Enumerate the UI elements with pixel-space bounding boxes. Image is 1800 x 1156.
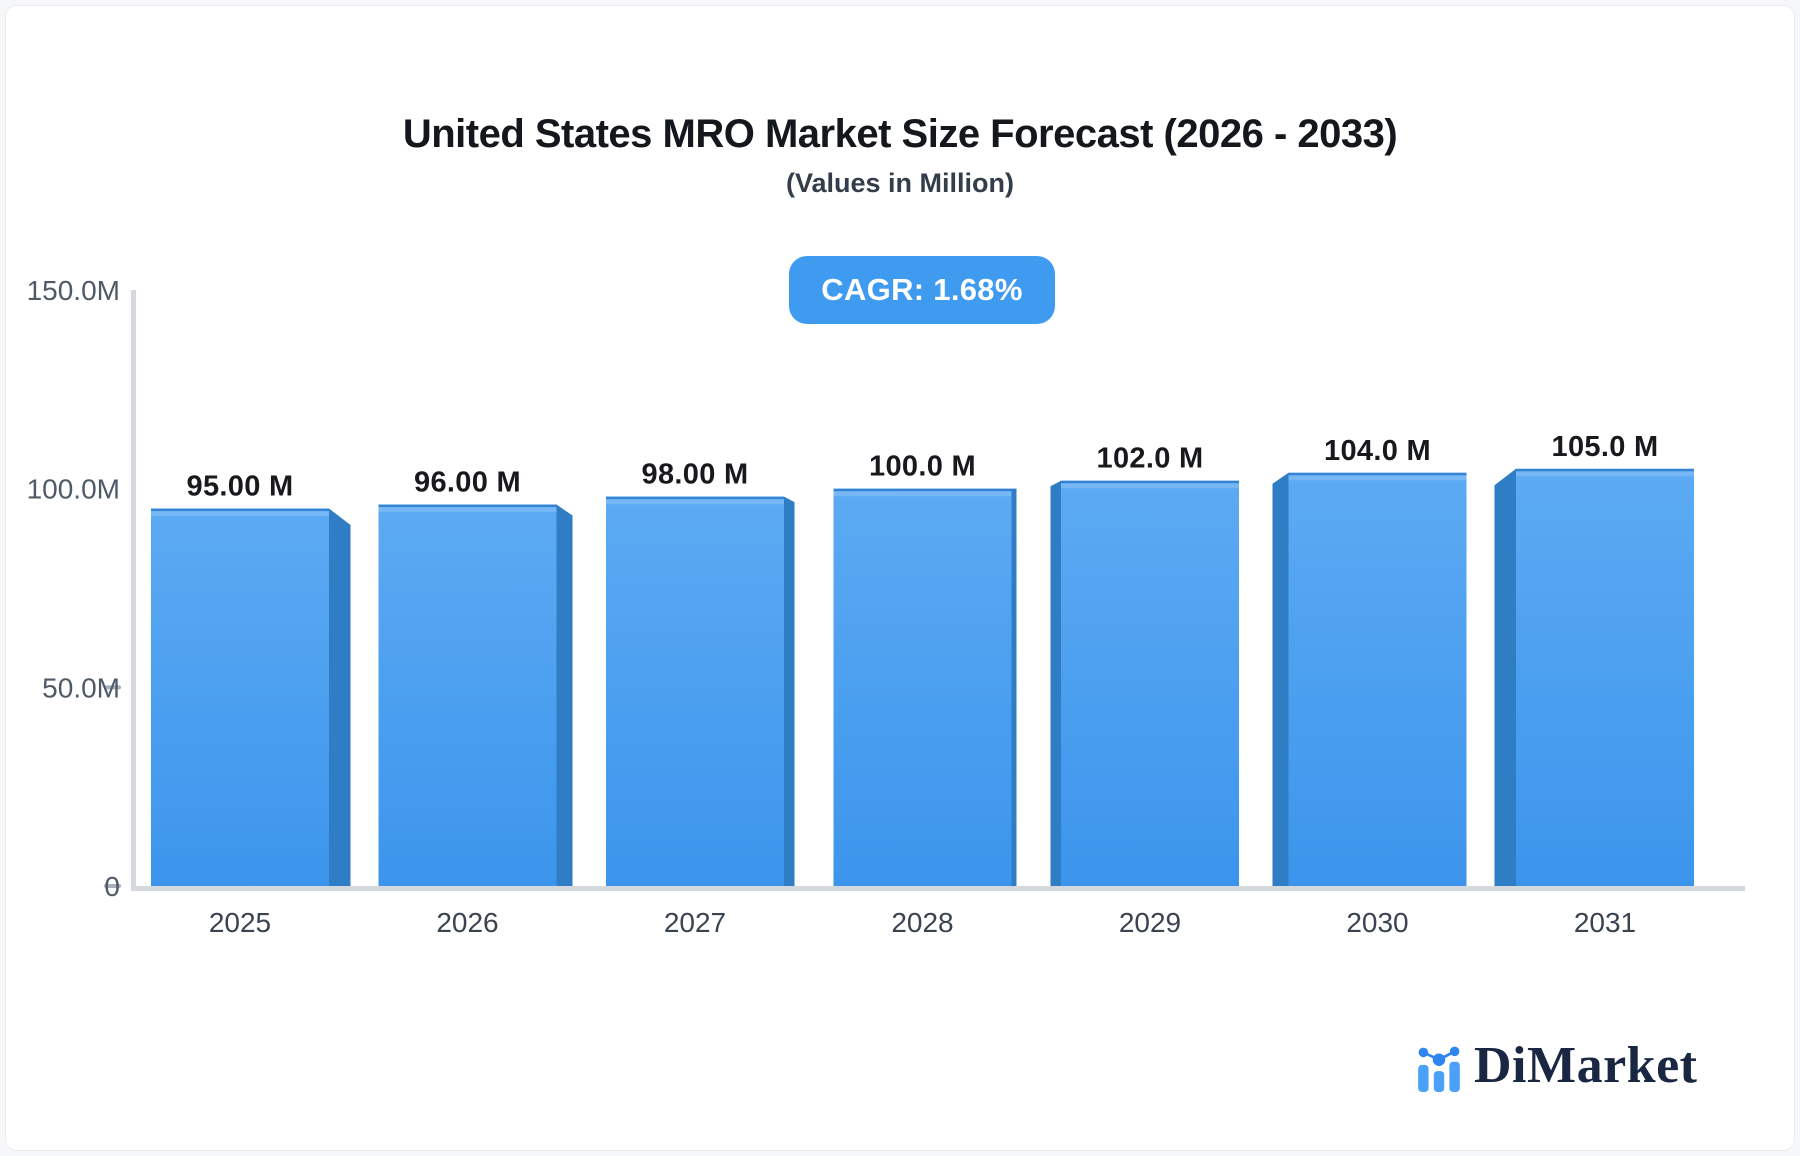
bar-side-face	[1494, 468, 1516, 886]
bar-value-label: 98.00 M	[642, 459, 749, 491]
chart-subtitle: (Values in Million)	[785, 168, 1015, 198]
mini-bar-chart-logo-icon	[1418, 1046, 1460, 1092]
bar-2027[interactable]	[606, 496, 795, 886]
bar-top-highlight	[1288, 475, 1467, 481]
brand-name: DiMarket	[1474, 1037, 1698, 1094]
bar-front-face	[1288, 472, 1467, 886]
y-axis-tick-label: 150.0M	[27, 275, 120, 306]
x-axis-category-label: 2031	[1574, 907, 1636, 938]
bar-front-face	[606, 496, 784, 886]
y-axis-tick-label: 100.0M	[27, 474, 120, 505]
bar-value-label: 100.0 M	[869, 451, 976, 483]
x-axis-category-label: 2028	[891, 907, 953, 938]
bar-2029[interactable]	[1050, 480, 1240, 886]
bar-top-highlight	[151, 511, 329, 517]
bar-top-edge	[1288, 472, 1467, 476]
bar-top-highlight	[833, 491, 1012, 497]
bar-value-label: 104.0 M	[1324, 435, 1431, 467]
cagr-badge: CAGR: 1.68%	[789, 256, 1055, 324]
bar-front-face	[1061, 480, 1239, 886]
bar-front-face	[378, 504, 557, 886]
bar-top-edge	[1061, 480, 1239, 484]
bar-2030[interactable]	[1272, 472, 1467, 886]
bar-top-edge	[378, 504, 557, 508]
x-axis-category-label: 2025	[209, 907, 271, 938]
bar-side-face	[329, 508, 351, 886]
y-axis-line	[131, 290, 136, 891]
x-axis-category-label: 2027	[664, 907, 726, 938]
bar-side-face	[1050, 480, 1061, 886]
x-axis-category-label: 2030	[1346, 907, 1408, 938]
y-axis-tick	[104, 884, 121, 888]
y-axis-tick	[104, 685, 121, 690]
bar-top-edge	[606, 496, 784, 500]
bar-top-highlight	[606, 499, 784, 505]
bar-side-face	[556, 504, 573, 886]
bar-side-face	[1011, 488, 1017, 886]
bar-top-highlight	[1516, 471, 1694, 477]
x-axis-category-label: 2026	[436, 907, 498, 938]
bar-2031[interactable]	[1494, 468, 1695, 886]
x-axis-line	[131, 886, 1745, 891]
brand-logo: DiMarket	[1416, 1040, 1697, 1092]
bar-value-label: 96.00 M	[414, 467, 521, 499]
bar-2028[interactable]	[833, 488, 1017, 886]
bar-value-label: 95.00 M	[187, 471, 294, 503]
bar-top-highlight	[378, 507, 557, 513]
bar-front-face	[833, 488, 1012, 886]
bar-top-highlight	[1061, 483, 1239, 489]
chart-title: United States MRO Market Size Forecast (…	[402, 112, 1398, 156]
bar-side-face	[1272, 472, 1289, 886]
bar-value-label: 105.0 M	[1552, 431, 1659, 463]
bar-front-face	[1516, 468, 1694, 886]
bar-front-face	[151, 508, 329, 886]
y-axis-tick-label: 50.0M	[42, 672, 120, 703]
bar-top-edge	[151, 508, 329, 512]
bar-side-face	[784, 496, 795, 886]
y-axis-tick-label: 0	[104, 871, 120, 902]
bar-top-edge	[1516, 468, 1694, 472]
bar-top-edge	[833, 488, 1012, 492]
x-axis-category-label: 2029	[1119, 907, 1181, 938]
bar-2025[interactable]	[151, 508, 351, 886]
bar-value-label: 102.0 M	[1097, 443, 1204, 475]
bar-2026[interactable]	[378, 504, 573, 886]
